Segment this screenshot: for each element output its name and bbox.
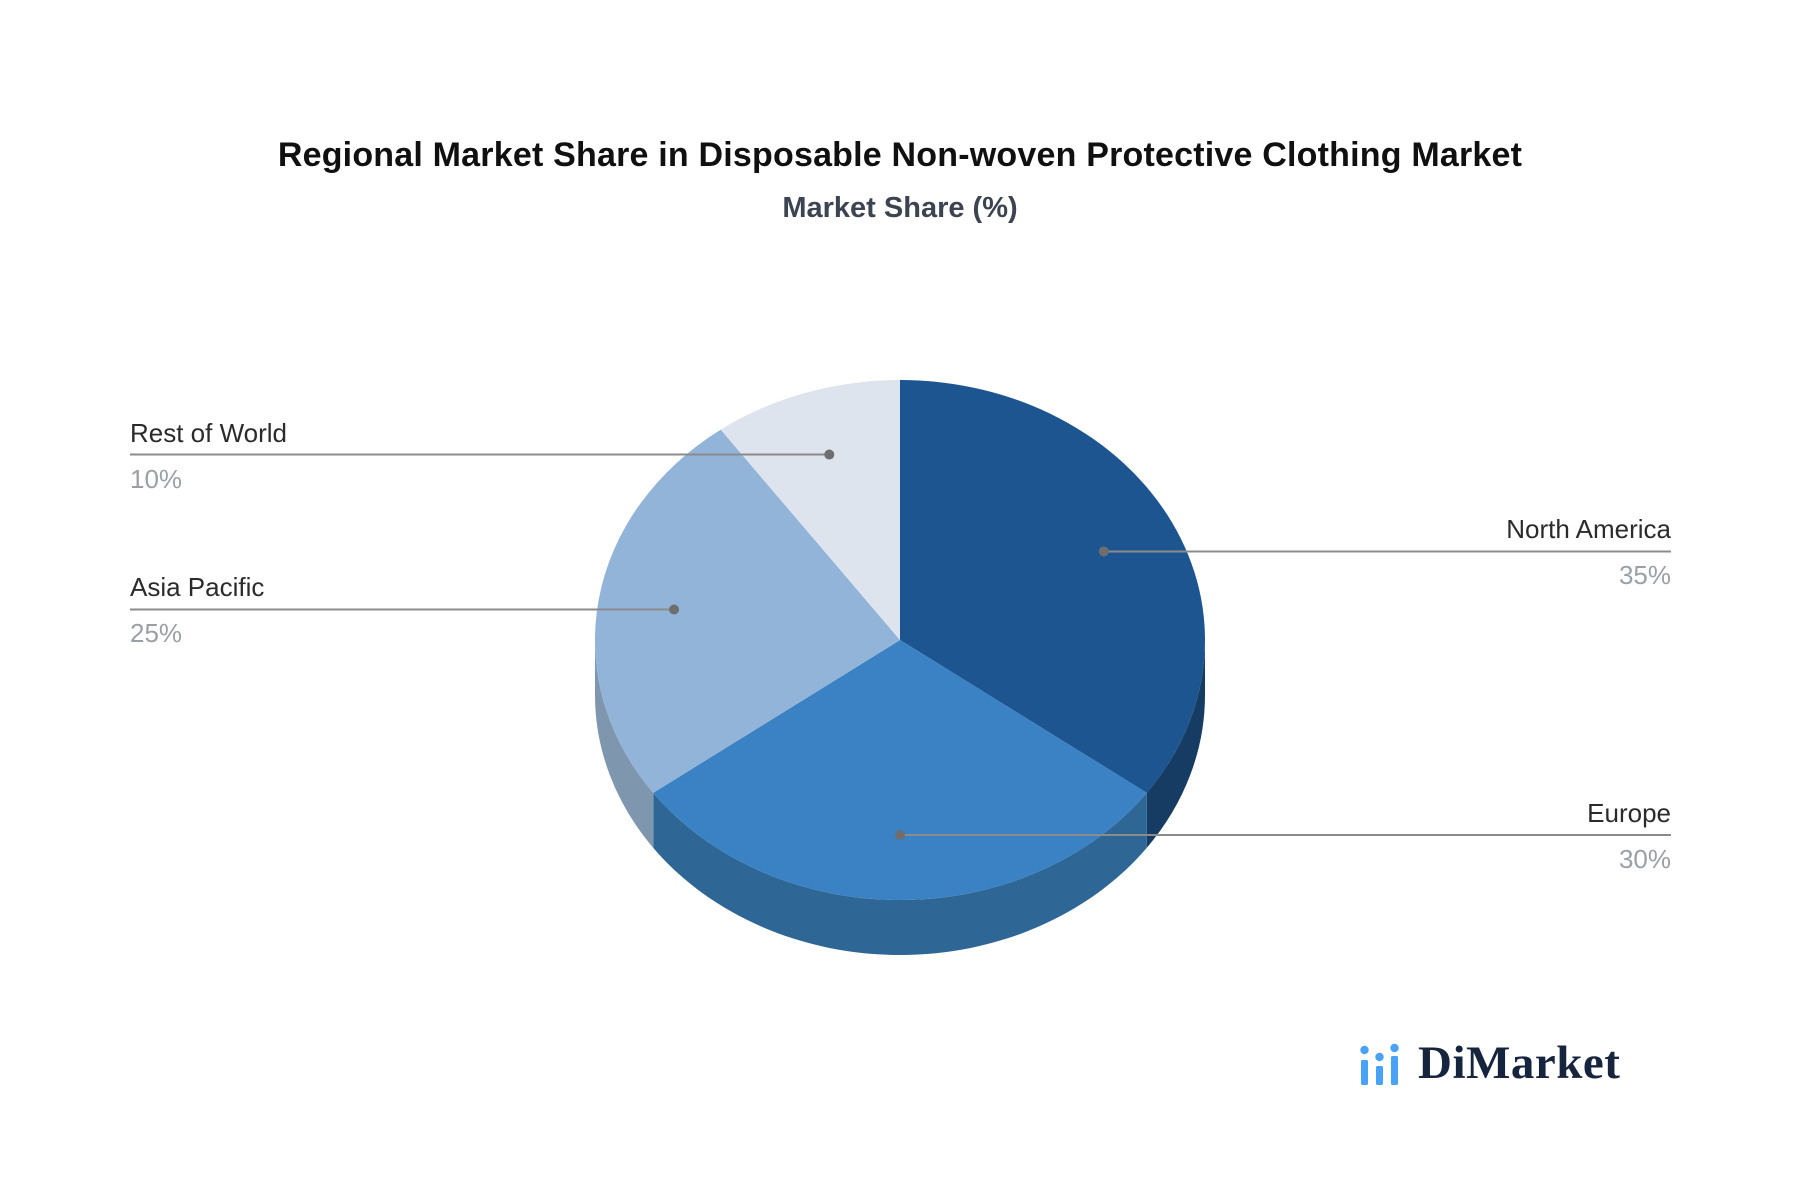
- slice-name: Europe: [1587, 798, 1671, 828]
- pie-slice-side-asia-pacific: [595, 640, 654, 848]
- logo-dot: [1390, 1043, 1399, 1053]
- leader-dot-asia-pacific: [669, 604, 680, 615]
- logo-bar: [1391, 1056, 1398, 1085]
- leader-dot-north-america: [1098, 546, 1109, 557]
- logo-text: DiMarket: [1418, 1037, 1621, 1089]
- slice-name: Rest of World: [130, 417, 288, 448]
- slice-percent: 35%: [1618, 560, 1671, 591]
- label-europe: Europe 30%: [1587, 797, 1671, 875]
- leader-dot-rest-of-world: [824, 449, 835, 460]
- pie-slice-side-north-america: [1146, 640, 1205, 848]
- label-rest-of-world: Rest of World 10%: [130, 417, 287, 495]
- label-asia-pacific: Asia Pacific 25%: [130, 571, 264, 649]
- pie-slice-rest-of-world[interactable]: [720, 380, 900, 640]
- chart-subtitle: Market Share (%): [782, 192, 1018, 224]
- bar-line-chart-icon: [1360, 1043, 1399, 1085]
- pie-slice-side-europe: [653, 792, 1147, 956]
- slice-name: Asia Pacific: [130, 572, 265, 603]
- logo-dot: [1375, 1052, 1384, 1062]
- chart-title: Regional Market Share in Disposable Non-…: [277, 136, 1523, 174]
- pie-slice-asia-pacific[interactable]: [594, 429, 900, 793]
- logo-dot: [1360, 1045, 1369, 1055]
- slice-name: North America: [1506, 514, 1671, 545]
- dimarket-logo: DiMarket: [1360, 1040, 1620, 1087]
- logo-bar: [1376, 1066, 1383, 1085]
- pie-slice-north-america[interactable]: [900, 380, 1206, 793]
- slice-percent: 25%: [130, 618, 183, 649]
- label-north-america: North America 35%: [1506, 513, 1671, 591]
- leader-dot-europe: [895, 830, 905, 840]
- slice-percent: 10%: [130, 463, 183, 494]
- logo-bar: [1361, 1060, 1368, 1085]
- slice-percent: 30%: [1618, 844, 1671, 874]
